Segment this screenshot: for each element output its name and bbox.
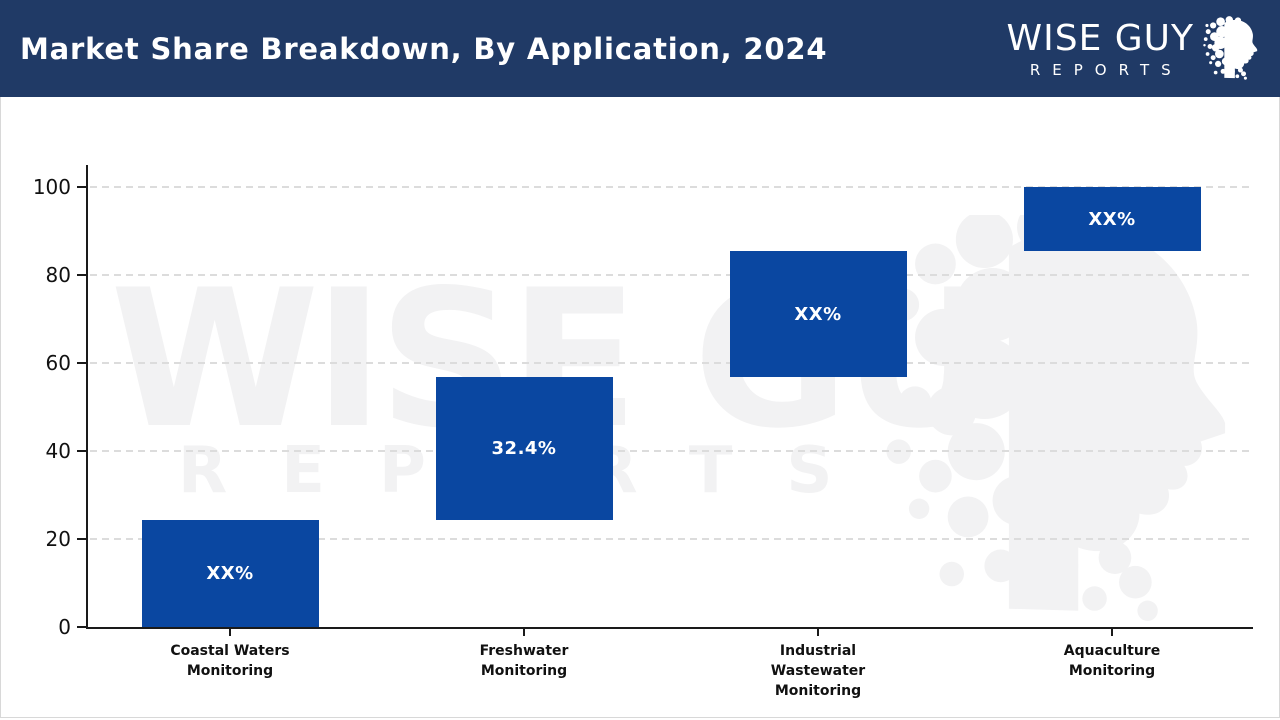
brand-face-icon (1203, 16, 1258, 80)
y-tick-label: 20 (45, 527, 71, 551)
gridline-20 (90, 538, 1253, 540)
y-tick-label: 60 (45, 351, 71, 375)
bar-value-label: XX% (1088, 208, 1136, 230)
y-axis-line (86, 165, 88, 629)
page-title: Market Share Breakdown, By Application, … (20, 31, 828, 66)
bar-aquaculture-monitoring: XX% (1023, 187, 1201, 252)
y-tick-label: 80 (45, 263, 71, 287)
brand-sub-label: REPORTS (1029, 60, 1183, 79)
gridline-100 (90, 186, 1253, 188)
y-tick-mark (77, 538, 87, 540)
x-category-label-industrial-wastewater-monitoring: Industrial Wastewater Monitoring (770, 643, 866, 699)
bar-freshwater-monitoring: 32.4% (435, 377, 613, 520)
y-tick-mark (77, 186, 87, 188)
brand-name-label: WISE GUY (1006, 17, 1194, 59)
brand-logo-text: WISE GUY REPORTS (1006, 17, 1195, 79)
brand-logo: WISE GUY REPORTS (1007, 5, 1265, 93)
y-tick-mark (77, 362, 87, 364)
y-tick-label: 100 (32, 175, 71, 199)
bar-value-label: 32.4% (491, 437, 557, 459)
x-category-label-aquaculture-monitoring: Aquaculture Monitoring (1063, 643, 1161, 679)
y-tick-mark (77, 450, 87, 452)
x-category-label-freshwater-monitoring: Freshwater Monitoring (479, 643, 569, 679)
x-tick-mark (523, 629, 525, 636)
y-tick-mark (77, 274, 87, 276)
bar-value-label: XX% (794, 303, 842, 325)
x-axis-line (86, 627, 1253, 629)
y-tick-label: 0 (58, 615, 71, 639)
bar-coastal-waters-monitoring: XX% (141, 519, 319, 627)
x-tick-mark (229, 629, 231, 636)
x-category-label-coastal-waters-monitoring: Coastal Waters Monitoring (170, 643, 290, 679)
y-tick-mark (77, 626, 87, 628)
gridline-40 (90, 450, 1253, 452)
gridline-80 (90, 274, 1253, 276)
x-tick-mark (1111, 629, 1113, 636)
y-tick-label: 40 (45, 439, 71, 463)
header-bar: Market Share Breakdown, By Application, … (0, 0, 1280, 97)
bar-value-label: XX% (206, 562, 254, 584)
gridline-60 (90, 362, 1253, 364)
x-tick-mark (817, 629, 819, 636)
bar-industrial-wastewater-monitoring: XX% (729, 251, 907, 378)
